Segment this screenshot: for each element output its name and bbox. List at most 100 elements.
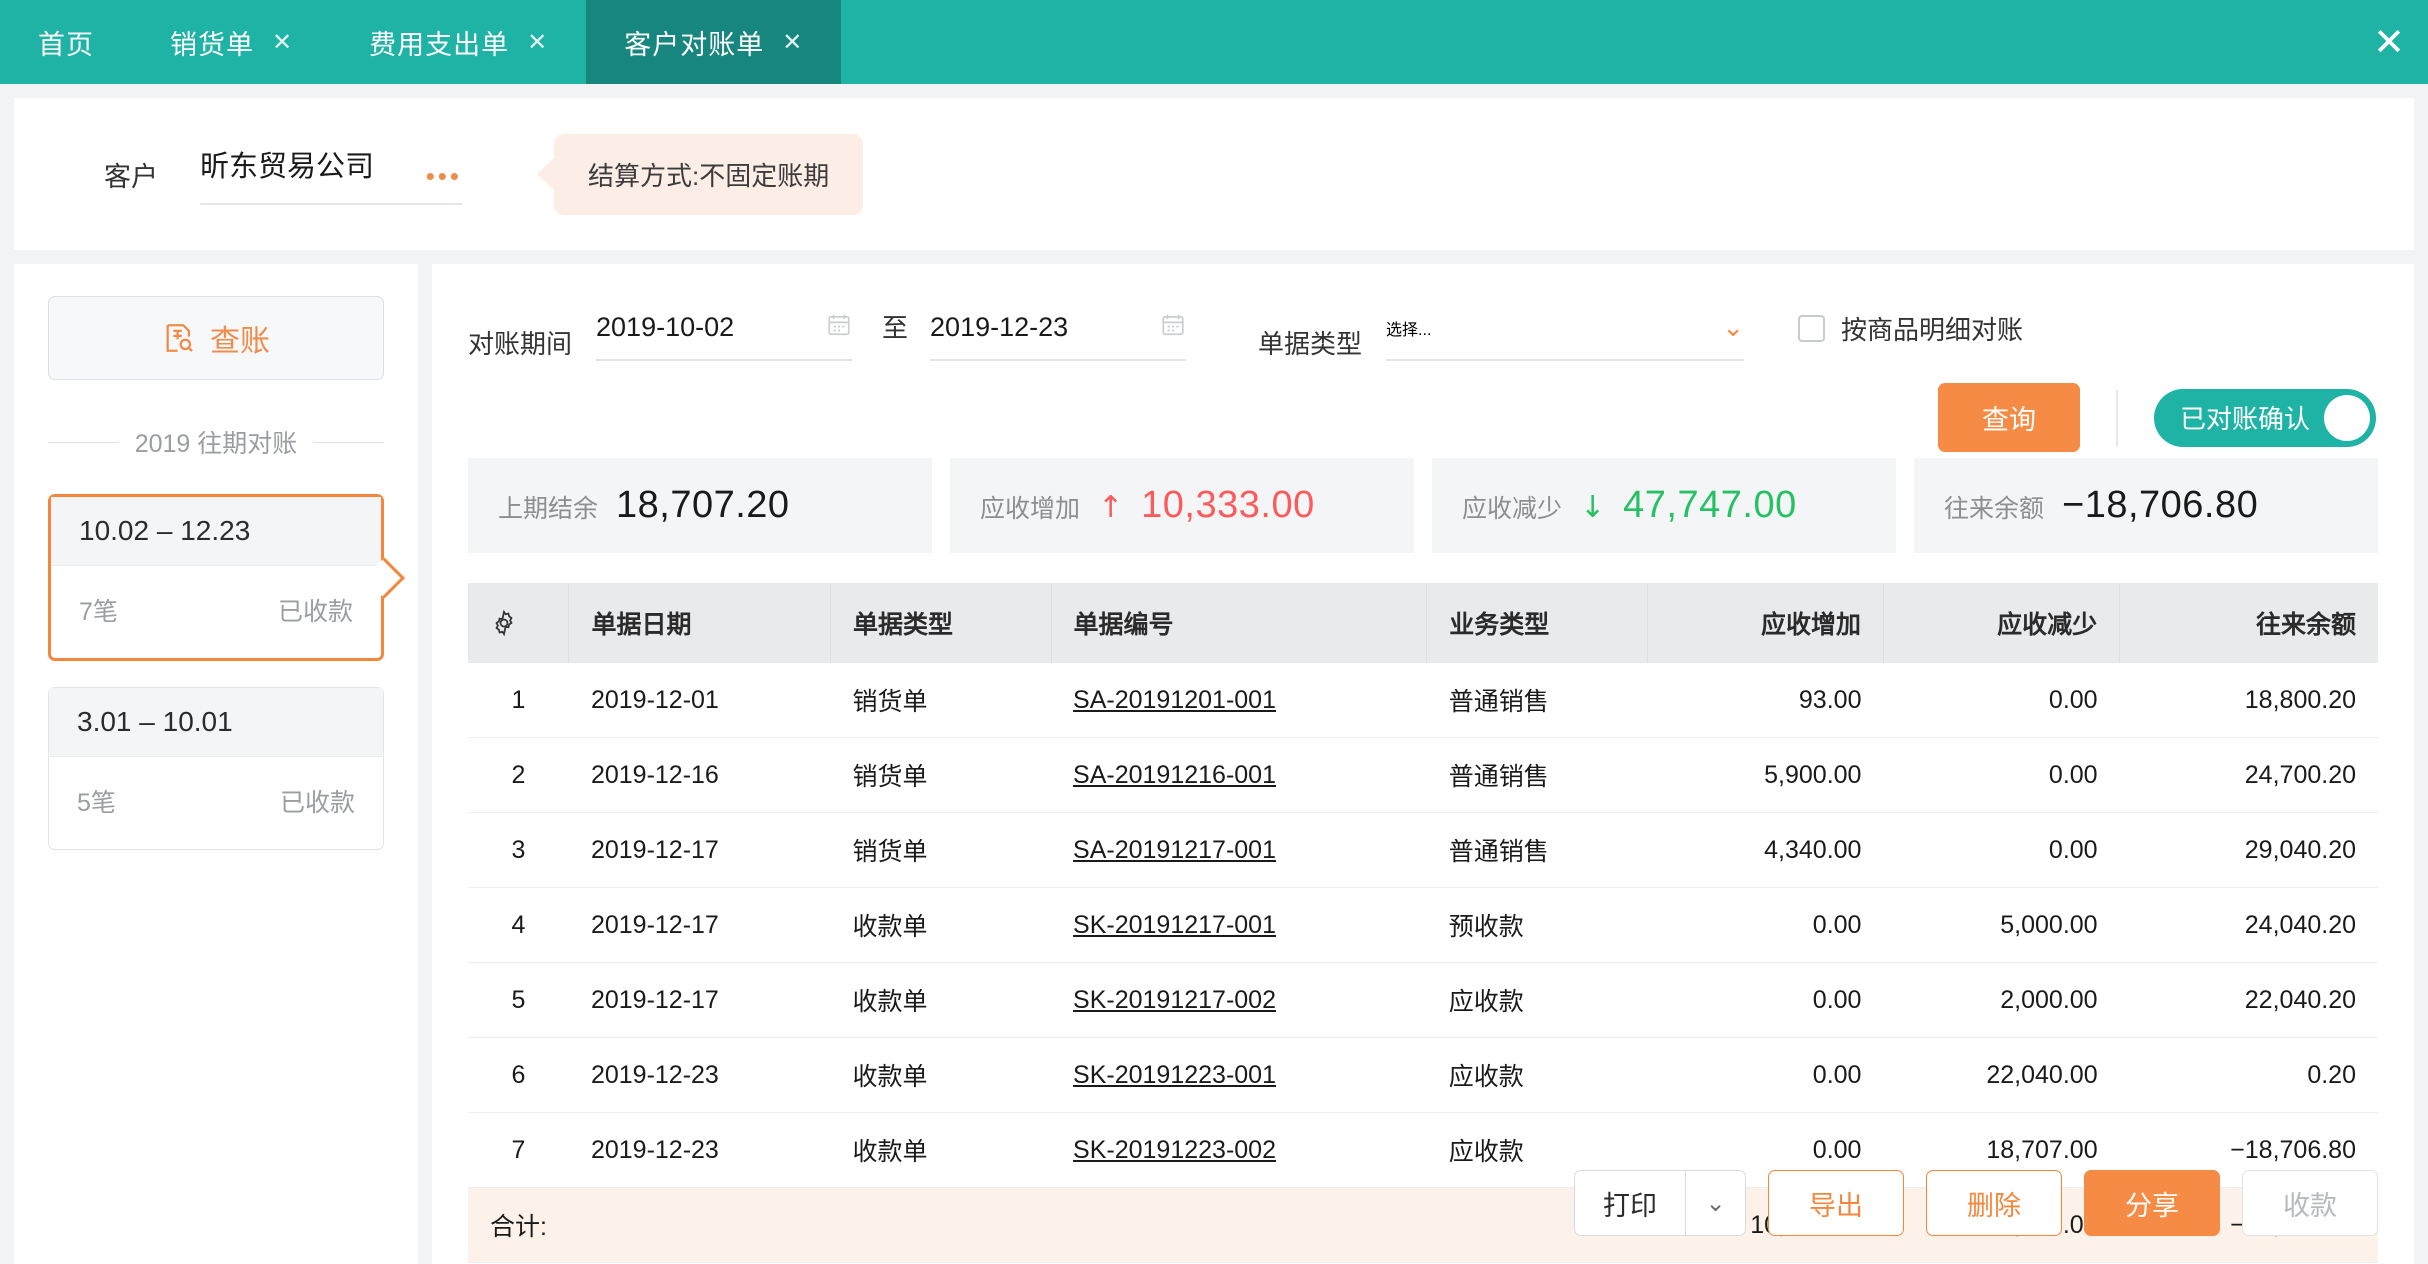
arrow-down-icon: ↓ <box>1580 490 1606 525</box>
close-icon[interactable]: ✕ <box>782 28 804 56</box>
cell-doc-no[interactable]: SK-20191223-002 <box>1051 1112 1427 1188</box>
receive-payment-button: 收款 <box>2242 1170 2378 1236</box>
row-index: 2 <box>468 737 569 813</box>
detail-reconcile-checkbox[interactable]: 按商品明细对账 <box>1798 310 2023 347</box>
doc-type-select[interactable]: 选择... ⌄ <box>1386 313 1745 361</box>
doc-link[interactable]: SK-20191217-001 <box>1073 910 1276 939</box>
column-decrease[interactable]: 应收减少 <box>1883 583 2121 663</box>
doc-link[interactable]: SK-20191223-001 <box>1073 1060 1276 1089</box>
cell-biz-type: 应收款 <box>1426 1037 1648 1113</box>
cell-doc-no[interactable]: SA-20191217-001 <box>1051 812 1427 888</box>
column-increase[interactable]: 应收增加 <box>1647 583 1884 663</box>
table-row[interactable]: 4 2019-12-17 收款单 SK-20191217-001 预收款 0.0… <box>468 887 2378 963</box>
table-row[interactable]: 2 2019-12-16 销货单 SA-20191216-001 普通销售 5,… <box>468 737 2378 813</box>
calendar-icon[interactable] <box>826 311 852 343</box>
period-meta: 7笔 已收款 <box>51 566 381 658</box>
date-from-input[interactable]: 2019-10-02 <box>596 311 853 361</box>
chevron-down-icon[interactable]: ⌄ <box>1722 313 1745 343</box>
cell-biz-type: 应收款 <box>1426 962 1648 1038</box>
cell-biz-type: 预收款 <box>1426 887 1648 963</box>
check-account-label: 查账 <box>210 325 270 358</box>
table-head: 单据日期 单据类型 单据编号 业务类型 应收增加 应收减少 往来余额 <box>468 583 2378 663</box>
table-row[interactable]: 1 2019-12-01 销货单 SA-20191201-001 普通销售 93… <box>468 663 2378 738</box>
total-blank-type <box>830 1187 1052 1263</box>
table-row[interactable]: 5 2019-12-17 收款单 SK-20191217-002 应收款 0.0… <box>468 962 2378 1038</box>
doc-link[interactable]: SA-20191217-001 <box>1073 835 1276 864</box>
chevron-down-icon[interactable]: ⌄ <box>1685 1171 1745 1235</box>
share-button[interactable]: 分享 <box>2084 1170 2220 1236</box>
cell-doc-no[interactable]: SK-20191217-001 <box>1051 887 1427 963</box>
cell-biz-type: 普通销售 <box>1426 737 1648 813</box>
period-card-2[interactable]: 3.01 – 10.01 5笔 已收款 <box>48 687 384 850</box>
doc-link[interactable]: SA-20191201-001 <box>1073 685 1276 714</box>
row-index: 4 <box>468 887 569 963</box>
column-doc-no[interactable]: 单据编号 <box>1051 583 1428 663</box>
cell-doc-no[interactable]: SA-20191201-001 <box>1051 663 1427 738</box>
date-to-input[interactable]: 2019-12-23 <box>930 311 1187 361</box>
close-icon[interactable]: ✕ <box>272 28 294 56</box>
cell-doc-type: 收款单 <box>830 1112 1052 1188</box>
cell-decrease: 22,040.00 <box>1883 1037 2120 1113</box>
doc-link[interactable]: SA-20191216-001 <box>1073 760 1276 789</box>
table-row[interactable]: 6 2019-12-23 收款单 SK-20191223-001 应收款 0.0… <box>468 1037 2378 1113</box>
cell-doc-type: 收款单 <box>830 887 1052 963</box>
doc-link[interactable]: SK-20191217-002 <box>1073 985 1276 1014</box>
delete-button[interactable]: 删除 <box>1926 1170 2062 1236</box>
more-icon[interactable]: ••• <box>425 161 462 192</box>
export-button[interactable]: 导出 <box>1768 1170 1904 1236</box>
main-body: 查账 2019 往期对账 10.02 – 12.23 7笔 已收款 3.01 –… <box>14 264 2414 1264</box>
tab-sales-order[interactable]: 销货单 ✕ <box>132 0 331 84</box>
table-row[interactable]: 3 2019-12-17 销货单 SA-20191217-001 普通销售 4,… <box>468 812 2378 888</box>
period-count: 5笔 <box>77 789 116 817</box>
column-biz-type[interactable]: 业务类型 <box>1426 583 1648 663</box>
cell-doc-type: 销货单 <box>830 663 1052 738</box>
column-doc-date[interactable]: 单据日期 <box>568 583 831 663</box>
cell-doc-no[interactable]: SA-20191216-001 <box>1051 737 1427 813</box>
checkbox-icon[interactable] <box>1798 315 1826 342</box>
print-button[interactable]: 打印 ⌄ <box>1574 1170 1746 1236</box>
cell-balance: 29,040.20 <box>2119 812 2378 888</box>
column-settings[interactable] <box>468 583 570 663</box>
customer-label: 客户 <box>104 161 158 192</box>
customer-field[interactable]: 昕东贸易公司 ••• <box>200 143 462 205</box>
table-row[interactable]: 7 2019-12-23 收款单 SK-20191223-002 应收款 0.0… <box>468 1112 2378 1188</box>
reconcile-toggle-label: 已对账确认 <box>2179 404 2310 434</box>
tab-home[interactable]: 首页 <box>0 0 132 84</box>
cell-doc-no[interactable]: SK-20191217-002 <box>1051 962 1427 1038</box>
query-button[interactable]: 查询 <box>1937 383 2080 452</box>
cell-increase: 0.00 <box>1647 887 1884 963</box>
cell-decrease: 18,707.00 <box>1883 1112 2120 1188</box>
tab-label: 首页 <box>38 29 94 60</box>
row-index: 7 <box>468 1112 569 1188</box>
gear-icon[interactable] <box>490 609 546 637</box>
cell-doc-type: 销货单 <box>830 812 1052 888</box>
total-blank-no <box>1051 1187 1427 1263</box>
close-icon[interactable]: ✕ <box>527 28 549 56</box>
page-background: 客户 昕东贸易公司 ••• 结算方式:不固定账期 查账 <box>0 84 2428 1264</box>
calendar-icon[interactable] <box>1160 311 1186 343</box>
sidebar: 查账 2019 往期对账 10.02 – 12.23 7笔 已收款 3.01 –… <box>14 264 418 1264</box>
period-filter-label: 对账期间 <box>468 329 573 359</box>
tab-expense-order[interactable]: 费用支出单 ✕ <box>331 0 586 84</box>
cell-doc-type: 收款单 <box>830 962 1052 1038</box>
cell-doc-date: 2019-12-17 <box>568 962 831 1038</box>
check-account-button[interactable]: 查账 <box>48 296 384 380</box>
divider-line-left <box>48 441 119 443</box>
toggle-knob[interactable] <box>2324 394 2370 441</box>
total-label: 合计: <box>468 1187 569 1263</box>
customer-value: 昕东贸易公司 <box>200 151 375 183</box>
divider-label: 2019 往期对账 <box>134 430 298 458</box>
reconcile-confirm-toggle[interactable]: 已对账确认 <box>2153 388 2376 447</box>
total-blank-date <box>568 1187 831 1263</box>
period-card-1[interactable]: 10.02 – 12.23 7笔 已收款 <box>48 494 384 661</box>
table-header-row: 单据日期 单据类型 单据编号 业务类型 应收增加 应收减少 往来余额 <box>468 583 2378 663</box>
period-status: 已收款 <box>277 598 353 626</box>
content-panel: 对账期间 2019-10-02 至 2019-12-23 <box>432 264 2414 1264</box>
cell-doc-date: 2019-12-01 <box>568 663 831 738</box>
column-balance[interactable]: 往来余额 <box>2119 583 2378 663</box>
tab-customer-statement[interactable]: 客户对账单 ✕ <box>586 0 842 84</box>
column-doc-type[interactable]: 单据类型 <box>830 583 1052 663</box>
cell-doc-no[interactable]: SK-20191223-001 <box>1051 1037 1427 1113</box>
window-close-icon[interactable]: ✕ <box>2373 20 2405 64</box>
doc-link[interactable]: SK-20191223-002 <box>1073 1135 1276 1164</box>
